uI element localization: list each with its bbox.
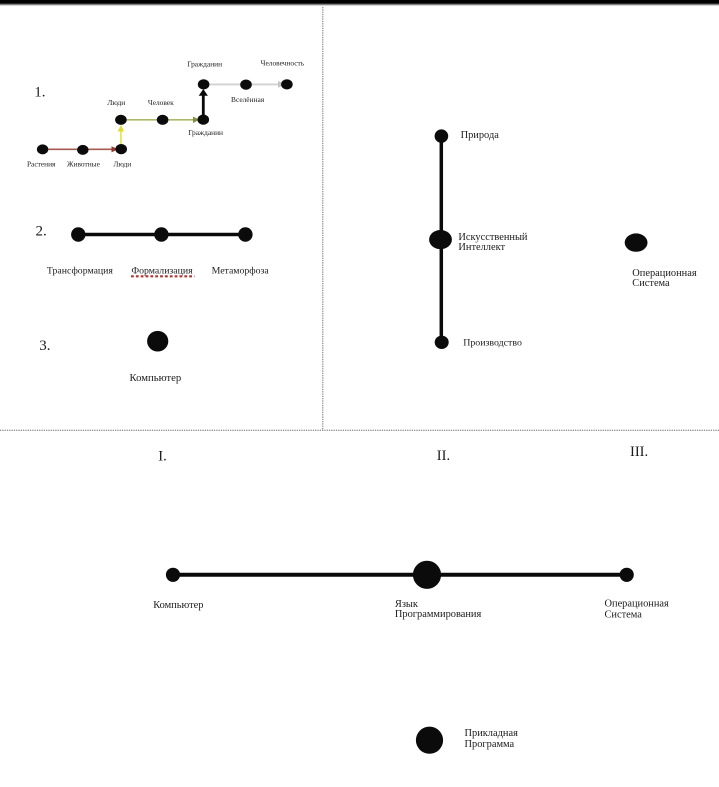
svg-text:Метаморфоза: Метаморфоза [212,266,270,277]
svg-text:Прикладная: Прикладная [465,728,519,739]
svg-text:Компьютер: Компьютер [153,600,203,611]
svg-text:Операционная: Операционная [605,598,670,609]
svg-text:I.: I. [158,449,166,465]
svg-text:Вселённая: Вселённая [231,95,265,104]
svg-text:Природа: Природа [461,130,500,141]
svg-text:Животные: Животные [67,160,101,169]
svg-text:Искусственный: Искусственный [458,232,528,243]
svg-text:Люди: Люди [113,160,131,169]
svg-text:2.: 2. [36,223,47,239]
svg-text:Гражданин: Гражданин [187,59,222,68]
svg-text:Формализация: Формализация [131,266,193,277]
svg-text:Компьютер: Компьютер [130,372,182,384]
svg-text:Система: Система [632,278,670,289]
svg-text:3.: 3. [39,338,50,354]
svg-text:Программирования: Программирования [395,609,482,620]
svg-text:Интеллект: Интеллект [458,242,505,253]
svg-text:Люди: Люди [107,98,125,107]
svg-text:Человек: Человек [148,98,174,107]
svg-text:Растения: Растения [27,160,56,169]
svg-text:Трансформация: Трансформация [47,266,114,277]
svg-text:II.: II. [437,448,450,464]
svg-text:Гражданин: Гражданин [188,128,223,137]
svg-text:Система: Система [605,609,643,620]
svg-text:Производство: Производство [463,338,522,349]
svg-text:Язык: Язык [395,599,419,610]
svg-text:Программа: Программа [465,739,515,750]
svg-text:Человечность: Человечность [261,58,305,67]
svg-text:Операционная: Операционная [632,268,697,279]
svg-text:III.: III. [630,444,648,460]
svg-text:1.: 1. [34,85,45,101]
